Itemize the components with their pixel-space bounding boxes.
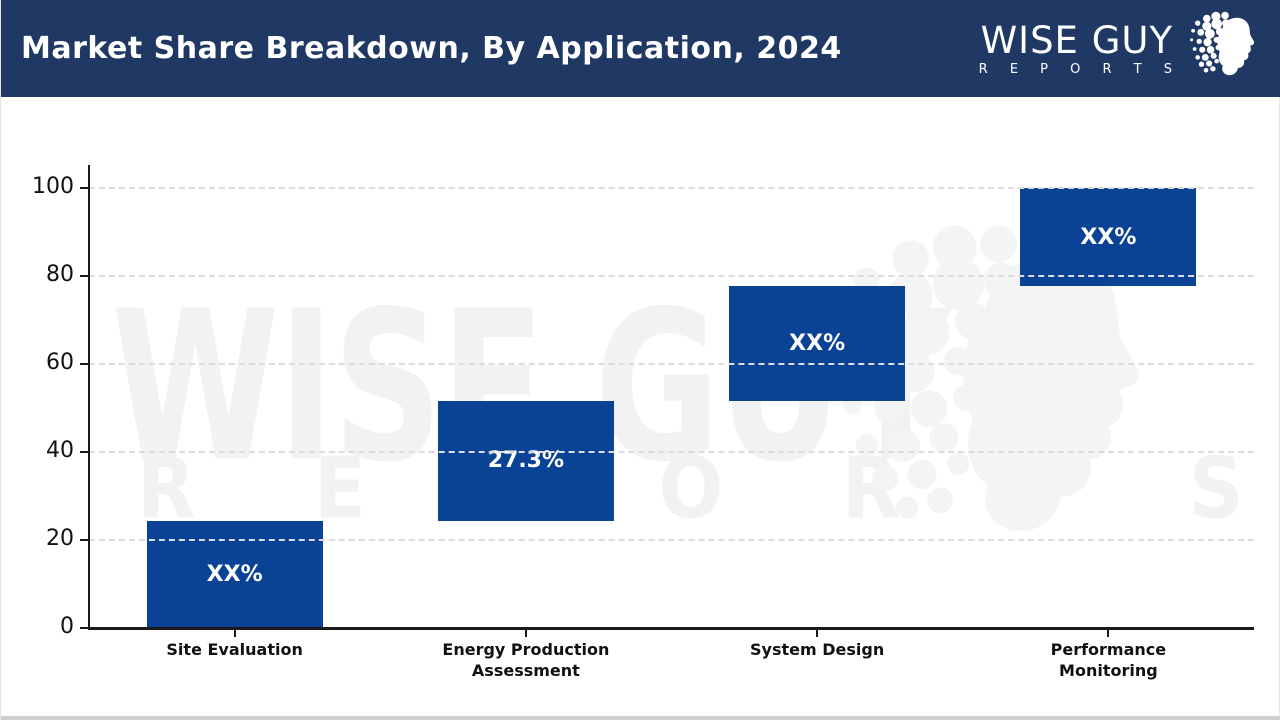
- wiseguy-face-icon: [1183, 11, 1261, 87]
- x-category-label: System Design: [750, 640, 885, 659]
- page-title: Market Share Breakdown, By Application, …: [21, 31, 842, 66]
- gridline: [89, 275, 1254, 277]
- x-category-label: Performance Monitoring: [1050, 640, 1167, 680]
- bar: XX%: [1020, 188, 1197, 287]
- gridline: [89, 363, 1254, 365]
- y-tick-label: 60: [46, 350, 74, 375]
- y-tick: [80, 275, 88, 277]
- y-tick-label: 100: [32, 174, 74, 199]
- bar: XX%: [729, 286, 906, 401]
- x-tick: [1107, 629, 1110, 637]
- y-tick: [80, 451, 88, 453]
- face-dots-graphic: [1190, 11, 1255, 75]
- x-tick: [524, 629, 527, 637]
- wiseguy-logo: WISE GUY R E P O R T S: [973, 11, 1261, 87]
- y-tick-label: 0: [60, 614, 74, 639]
- x-category-label: Site Evaluation: [166, 640, 303, 659]
- x-axis-line: [89, 627, 1254, 630]
- bar-value-label: XX%: [206, 562, 263, 588]
- y-tick-label: 20: [46, 526, 74, 551]
- footer-strip: [1, 716, 1280, 720]
- gridline: [89, 187, 1254, 189]
- y-tick: [80, 627, 88, 629]
- y-axis-line: [88, 165, 90, 630]
- bar: 27.3%: [437, 400, 614, 521]
- gridline: [89, 539, 1254, 541]
- y-tick: [80, 187, 88, 189]
- logo-wordmark: WISE GUY: [980, 18, 1174, 62]
- bar-value-label: XX%: [789, 330, 846, 356]
- y-tick-label: 40: [46, 438, 74, 463]
- x-tick: [233, 629, 236, 637]
- y-tick: [80, 539, 88, 541]
- gridline: [89, 451, 1254, 453]
- header-bar: Market Share Breakdown, By Application, …: [1, 0, 1280, 97]
- wiseguy-logo-text: WISE GUY R E P O R T S: [973, 22, 1181, 76]
- y-tick: [80, 363, 88, 365]
- bar-value-label: XX%: [1080, 224, 1137, 250]
- x-category-label: Energy Production Assessment: [442, 640, 610, 680]
- y-tick-label: 80: [46, 262, 74, 287]
- x-tick: [816, 629, 819, 637]
- bar: XX%: [146, 521, 323, 628]
- logo-subtitle: R E P O R T S: [978, 61, 1181, 77]
